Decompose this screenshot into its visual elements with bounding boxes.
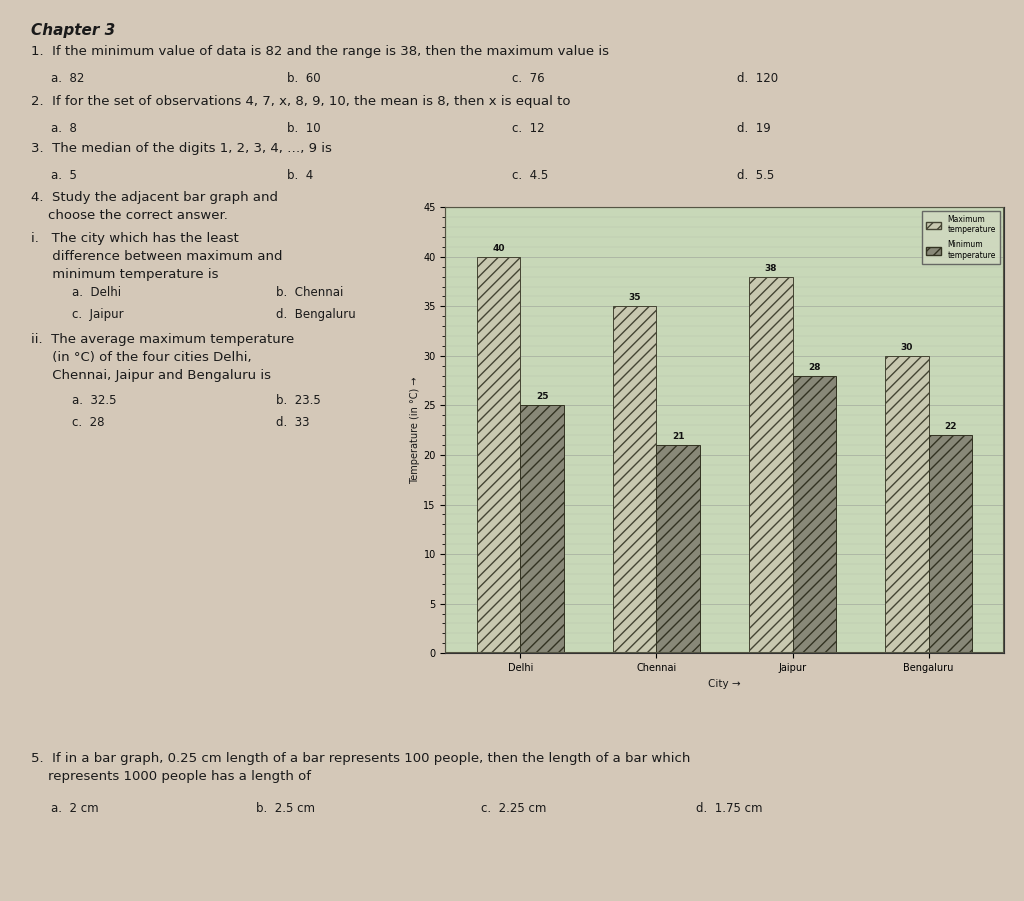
Text: 3.  The median of the digits 1, 2, 3, 4, …, 9 is: 3. The median of the digits 1, 2, 3, 4, …: [31, 142, 332, 155]
Bar: [656, 445, 700, 653]
Text: 1.  If the minimum value of data is 82 and the range is 38, then the maximum val: 1. If the minimum value of data is 82 an…: [31, 45, 608, 58]
Text: a.  82: a. 82: [51, 72, 85, 85]
Text: b.  10: b. 10: [287, 122, 321, 134]
Text: 22: 22: [944, 423, 956, 432]
Bar: [445, 207, 1004, 653]
Text: Chapter 3: Chapter 3: [31, 23, 115, 38]
Text: a.  5: a. 5: [51, 169, 77, 182]
Bar: [929, 435, 972, 653]
X-axis label: City →: City →: [709, 678, 740, 688]
Text: b.  Chennai: b. Chennai: [276, 286, 344, 298]
Text: c.  Jaipur: c. Jaipur: [72, 308, 123, 321]
Bar: [477, 257, 520, 653]
Text: i.   The city which has the least
     difference between maximum and
     minim: i. The city which has the least differen…: [31, 232, 283, 280]
Text: a.  32.5: a. 32.5: [72, 394, 116, 406]
Text: d.  Bengaluru: d. Bengaluru: [276, 308, 356, 321]
Y-axis label: Temperature (in °C) →: Temperature (in °C) →: [411, 377, 421, 484]
Text: d.  1.75 cm: d. 1.75 cm: [696, 802, 763, 815]
Text: d.  120: d. 120: [737, 72, 778, 85]
Text: 38: 38: [765, 264, 777, 273]
Text: ii.  The average maximum temperature
     (in °C) of the four cities Delhi,
    : ii. The average maximum temperature (in …: [31, 333, 294, 382]
Text: 2.  If for the set of observations 4, 7, x, 8, 9, 10, the mean is 8, then x is e: 2. If for the set of observations 4, 7, …: [31, 95, 570, 107]
Text: 40: 40: [493, 244, 505, 253]
Text: 4.  Study the adjacent bar graph and
    choose the correct answer.: 4. Study the adjacent bar graph and choo…: [31, 191, 278, 222]
Text: b.  23.5: b. 23.5: [276, 394, 322, 406]
Text: c.  28: c. 28: [72, 416, 104, 429]
Text: a.  2 cm: a. 2 cm: [51, 802, 99, 815]
Text: 30: 30: [901, 343, 913, 352]
Bar: [793, 376, 836, 653]
Text: 5.  If in a bar graph, 0.25 cm length of a bar represents 100 people, then the l: 5. If in a bar graph, 0.25 cm length of …: [31, 752, 690, 783]
Text: 28: 28: [808, 363, 820, 372]
Text: c.  12: c. 12: [512, 122, 545, 134]
Text: 35: 35: [629, 294, 641, 303]
Bar: [885, 356, 929, 653]
Legend: Maximum
temperature, Minimum
temperature: Maximum temperature, Minimum temperature: [923, 211, 999, 264]
Bar: [520, 405, 564, 653]
Text: b.  60: b. 60: [287, 72, 321, 85]
Text: d.  5.5: d. 5.5: [737, 169, 774, 182]
Text: c.  4.5: c. 4.5: [512, 169, 548, 182]
Bar: [749, 277, 793, 653]
Text: c.  76: c. 76: [512, 72, 545, 85]
Text: 21: 21: [672, 432, 684, 441]
Text: c.  2.25 cm: c. 2.25 cm: [481, 802, 547, 815]
Text: 25: 25: [536, 393, 548, 402]
Text: b.  2.5 cm: b. 2.5 cm: [256, 802, 315, 815]
Text: d.  19: d. 19: [737, 122, 771, 134]
Text: d.  33: d. 33: [276, 416, 310, 429]
Text: a.  8: a. 8: [51, 122, 77, 134]
Bar: [612, 306, 656, 653]
Text: a.  Delhi: a. Delhi: [72, 286, 121, 298]
Text: b.  4: b. 4: [287, 169, 313, 182]
